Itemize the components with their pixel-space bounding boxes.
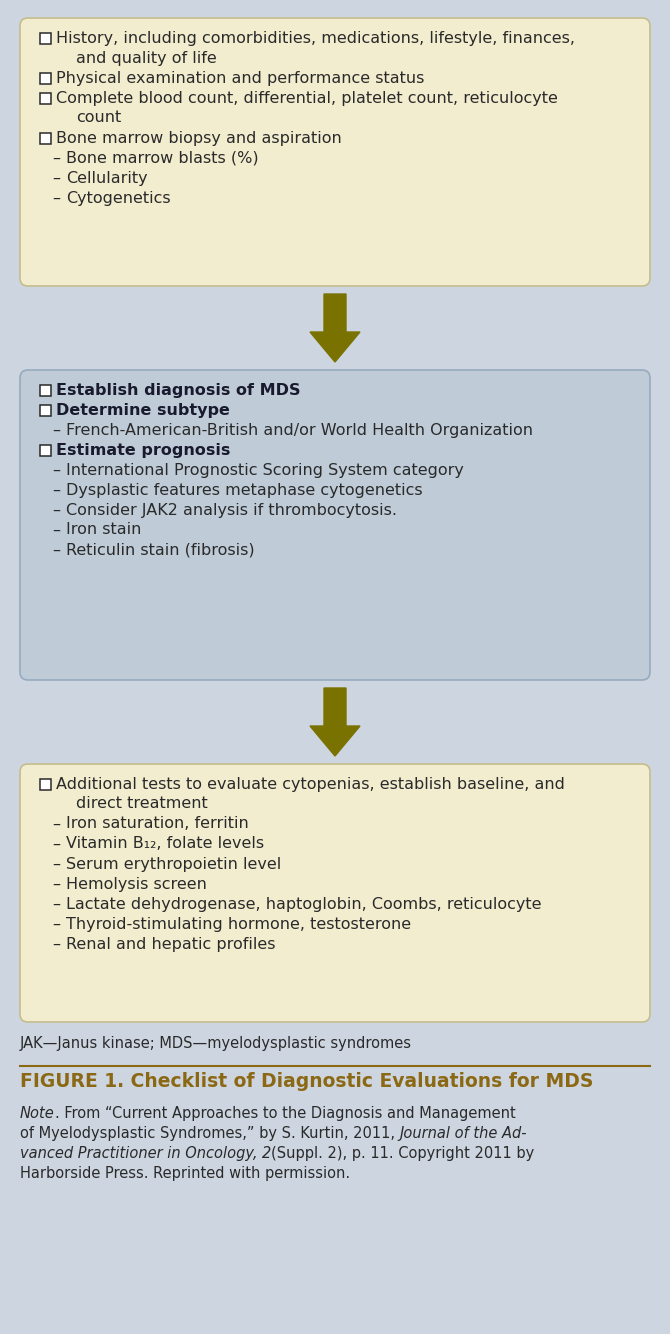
Text: History, including comorbidities, medications, lifestyle, finances,: History, including comorbidities, medica…: [56, 31, 575, 45]
Text: Serum erythropoietin level: Serum erythropoietin level: [66, 856, 281, 871]
Text: . From “Current Approaches to the Diagnosis and Management: . From “Current Approaches to the Diagno…: [55, 1106, 515, 1121]
Text: Lactate dehydrogenase, haptoglobin, Coombs, reticulocyte: Lactate dehydrogenase, haptoglobin, Coom…: [66, 896, 541, 911]
Text: –: –: [52, 816, 60, 831]
Text: –: –: [52, 836, 60, 851]
Text: Consider JAK2 analysis if thrombocytosis.: Consider JAK2 analysis if thrombocytosis…: [66, 503, 397, 518]
Text: vanced Practitioner in Oncology,: vanced Practitioner in Oncology,: [20, 1146, 262, 1161]
Bar: [40, 132, 51, 144]
Text: Reticulin stain (fibrosis): Reticulin stain (fibrosis): [66, 543, 255, 558]
FancyBboxPatch shape: [20, 764, 650, 1022]
Text: Renal and hepatic profiles: Renal and hepatic profiles: [66, 936, 275, 951]
Text: direct treatment: direct treatment: [76, 796, 208, 811]
Text: –: –: [52, 151, 60, 165]
Text: –: –: [52, 876, 60, 891]
Text: –: –: [52, 503, 60, 518]
Text: 2: 2: [262, 1146, 271, 1161]
Text: –: –: [52, 483, 60, 498]
Text: –: –: [52, 423, 60, 438]
Text: JAK—Janus kinase; MDS—myelodysplastic syndromes: JAK—Janus kinase; MDS—myelodysplastic sy…: [20, 1037, 412, 1051]
Text: –: –: [52, 856, 60, 871]
Bar: [40, 32, 51, 44]
Text: –: –: [52, 171, 60, 185]
Text: –: –: [52, 543, 60, 558]
Text: count: count: [76, 111, 121, 125]
FancyBboxPatch shape: [20, 17, 650, 285]
Text: International Prognostic Scoring System category: International Prognostic Scoring System …: [66, 463, 464, 478]
Bar: [40, 404, 51, 415]
Text: of Myelodysplastic Syndromes,” by S. Kurtin, 2011,: of Myelodysplastic Syndromes,” by S. Kur…: [20, 1126, 399, 1141]
Text: Cellularity: Cellularity: [66, 171, 147, 185]
Bar: [40, 92, 51, 104]
Text: Cytogenetics: Cytogenetics: [66, 191, 171, 205]
Text: (Suppl. 2), p. 11. Copyright 2011 by: (Suppl. 2), p. 11. Copyright 2011 by: [271, 1146, 535, 1161]
FancyArrow shape: [310, 293, 360, 362]
Text: Physical examination and performance status: Physical examination and performance sta…: [56, 71, 424, 85]
Text: Iron stain: Iron stain: [66, 523, 141, 538]
Bar: [40, 384, 51, 395]
Text: Bone marrow biopsy and aspiration: Bone marrow biopsy and aspiration: [56, 131, 342, 145]
FancyArrow shape: [310, 688, 360, 756]
Text: and quality of life: and quality of life: [76, 51, 217, 65]
Bar: [40, 779, 51, 790]
Text: Note: Note: [20, 1106, 55, 1121]
Text: Iron saturation, ferritin: Iron saturation, ferritin: [66, 816, 249, 831]
Text: –: –: [52, 463, 60, 478]
Text: –: –: [52, 936, 60, 951]
Text: Thyroid-stimulating hormone, testosterone: Thyroid-stimulating hormone, testosteron…: [66, 916, 411, 931]
Text: FIGURE 1. Checklist of Diagnostic Evaluations for MDS: FIGURE 1. Checklist of Diagnostic Evalua…: [20, 1073, 594, 1091]
Text: –: –: [52, 191, 60, 205]
Text: –: –: [52, 916, 60, 931]
Text: Determine subtype: Determine subtype: [56, 403, 230, 418]
Text: Harborside Press. Reprinted with permission.: Harborside Press. Reprinted with permiss…: [20, 1166, 350, 1181]
Text: Additional tests to evaluate cytopenias, establish baseline, and: Additional tests to evaluate cytopenias,…: [56, 776, 565, 791]
Text: Complete blood count, differential, platelet count, reticulocyte: Complete blood count, differential, plat…: [56, 91, 558, 105]
Text: Vitamin B₁₂, folate levels: Vitamin B₁₂, folate levels: [66, 836, 264, 851]
Bar: [40, 444, 51, 455]
Text: Dysplastic features metaphase cytogenetics: Dysplastic features metaphase cytogeneti…: [66, 483, 423, 498]
Text: French-American-British and/or World Health Organization: French-American-British and/or World Hea…: [66, 423, 533, 438]
Text: Journal of the Ad-: Journal of the Ad-: [399, 1126, 527, 1141]
Bar: [40, 72, 51, 84]
Text: –: –: [52, 896, 60, 911]
Text: Bone marrow blasts (%): Bone marrow blasts (%): [66, 151, 259, 165]
Text: –: –: [52, 523, 60, 538]
FancyBboxPatch shape: [20, 370, 650, 680]
Text: Establish diagnosis of MDS: Establish diagnosis of MDS: [56, 383, 301, 398]
Text: Estimate prognosis: Estimate prognosis: [56, 443, 230, 458]
Text: Hemolysis screen: Hemolysis screen: [66, 876, 207, 891]
